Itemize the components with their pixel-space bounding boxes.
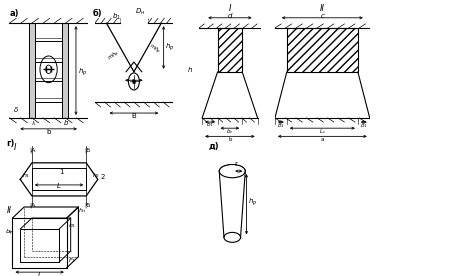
Text: $b_1$: $b_1$	[277, 121, 285, 130]
Text: д): д)	[209, 142, 219, 151]
Text: $mh_p$: $mh_p$	[146, 42, 162, 57]
Text: b: b	[46, 129, 51, 135]
Text: б): б)	[92, 9, 102, 18]
Text: $\delta$: $\delta$	[13, 105, 19, 114]
Text: c: c	[320, 13, 324, 19]
Text: $D_н$: $D_н$	[136, 6, 146, 17]
Text: |A: |A	[29, 148, 35, 153]
Bar	[218, 28, 242, 72]
Bar	[62, 23, 68, 118]
Text: $mh_p$: $mh_p$	[107, 48, 123, 63]
Text: |Б: |Б	[84, 148, 90, 153]
Text: r: r	[235, 161, 237, 167]
Text: I: I	[14, 143, 17, 152]
Text: $h_1$: $h_1$	[22, 171, 30, 180]
Text: |A: |A	[29, 203, 35, 208]
Text: $h_н$: $h_н$	[78, 206, 87, 216]
Text: b: b	[132, 79, 136, 85]
Text: |Б: |Б	[84, 203, 90, 208]
Text: $b_\phi$: $b_\phi$	[5, 228, 13, 238]
Text: $L_c$: $L_c$	[319, 127, 326, 136]
Text: $F_1$: $F_1$	[68, 256, 76, 265]
Text: $b_c$: $b_c$	[226, 127, 234, 136]
Text: h: h	[188, 67, 192, 73]
Text: $b_1$: $b_1$	[360, 121, 368, 130]
Text: $h_2$: $h_2$	[91, 171, 100, 180]
Circle shape	[133, 80, 135, 83]
Text: $h_p$: $h_p$	[248, 197, 257, 208]
Text: d: d	[228, 13, 232, 19]
Text: $h_p$: $h_p$	[165, 42, 174, 53]
Text: $h_1$: $h_1$	[68, 221, 77, 230]
Text: а): а)	[9, 9, 19, 18]
Text: II: II	[320, 4, 325, 13]
Text: $b_1$: $b_1$	[206, 120, 214, 129]
Text: a: a	[320, 137, 324, 142]
Bar	[29, 23, 35, 118]
Text: L: L	[57, 183, 61, 189]
Text: 1: 1	[59, 169, 64, 175]
Text: $\lambda$: $\lambda$	[31, 119, 36, 127]
Text: $b$: $b$	[63, 118, 69, 127]
Text: $b_1$: $b_1$	[112, 11, 121, 22]
Text: B: B	[131, 113, 137, 119]
Text: L: L	[38, 272, 42, 276]
Text: 2: 2	[100, 174, 105, 181]
Text: II: II	[6, 206, 11, 214]
Text: $h_p$: $h_p$	[78, 66, 87, 78]
Text: г): г)	[6, 139, 15, 148]
Text: I: I	[228, 4, 231, 13]
Bar	[287, 28, 358, 72]
Text: b: b	[228, 137, 232, 142]
